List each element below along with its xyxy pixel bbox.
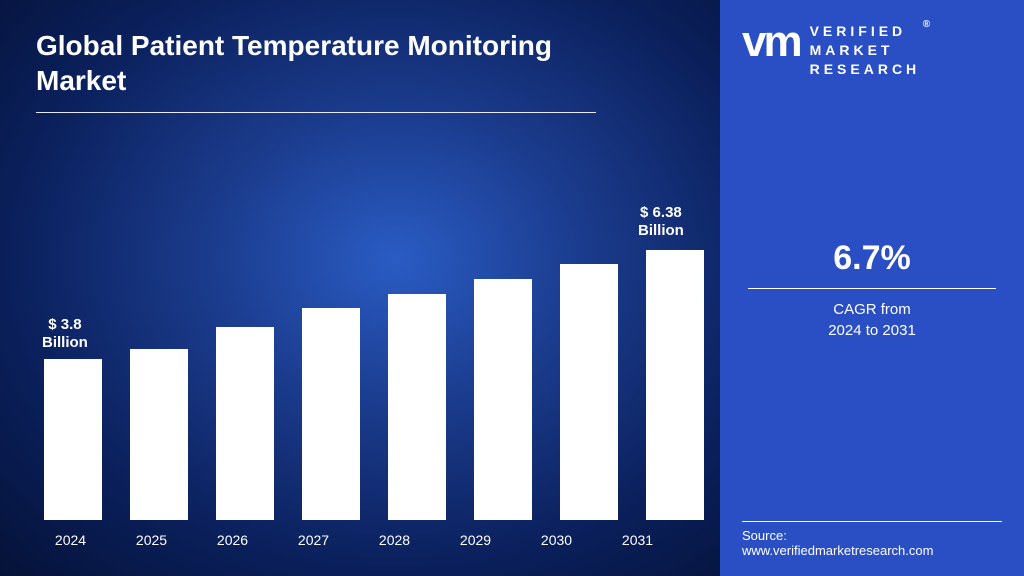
logo-mark: vm xyxy=(742,22,800,62)
bar xyxy=(560,264,618,520)
bar xyxy=(216,327,274,520)
bar xyxy=(388,294,446,520)
bar-value-label: $ 3.8Billion xyxy=(42,316,88,352)
bar-group xyxy=(130,349,188,520)
bar-group xyxy=(302,308,360,520)
x-axis-label: 2024 xyxy=(44,532,97,548)
brand-logo: vm VERIFIED MARKET RESEARCH ® xyxy=(742,22,1002,79)
logo-line1: VERIFIED xyxy=(810,23,907,39)
x-axis-labels: 2024 2025 2026 2027 2028 2029 2030 2031 xyxy=(36,532,664,548)
bar xyxy=(130,349,188,520)
chart-title: Global Patient Temperature Monitoring Ma… xyxy=(36,28,596,98)
cagr-block: 6.7% CAGR from 2024 to 2031 xyxy=(742,239,1002,341)
bar-group xyxy=(646,250,704,520)
logo-text: VERIFIED MARKET RESEARCH ® xyxy=(810,22,921,79)
bar-chart: 2024 2025 2026 2027 2028 2029 2030 2031 $ 3.8Bi… xyxy=(36,123,684,552)
logo-line2: MARKET xyxy=(810,42,894,58)
bar xyxy=(302,308,360,520)
bar xyxy=(646,250,704,520)
bar xyxy=(474,279,532,520)
source-underline xyxy=(742,521,1002,522)
x-axis-label: 2026 xyxy=(206,532,259,548)
x-axis-label: 2027 xyxy=(287,532,340,548)
x-axis-label: 2028 xyxy=(368,532,421,548)
cagr-caption: CAGR from 2024 to 2031 xyxy=(742,299,1002,341)
bars-container xyxy=(36,180,664,520)
cagr-caption-line2: 2024 to 2031 xyxy=(828,322,916,339)
left-panel: Global Patient Temperature Monitoring Ma… xyxy=(0,0,720,576)
bar-group xyxy=(44,359,102,520)
source-block: Source: www.verifiedmarketresearch.com xyxy=(742,521,1002,558)
cagr-caption-line1: CAGR from xyxy=(833,301,911,318)
bar-group xyxy=(216,327,274,520)
source-label: Source: xyxy=(742,528,1002,543)
cagr-underline xyxy=(748,288,996,289)
x-axis-label: 2031 xyxy=(611,532,664,548)
source-url: www.verifiedmarketresearch.com xyxy=(742,543,1002,558)
x-axis-label: 2029 xyxy=(449,532,502,548)
registered-icon: ® xyxy=(923,18,934,32)
bar-value-label: $ 6.38Billion xyxy=(638,204,684,240)
bar xyxy=(44,359,102,520)
title-underline xyxy=(36,112,596,113)
cagr-value: 6.7% xyxy=(742,239,1002,278)
x-axis-label: 2030 xyxy=(530,532,583,548)
right-panel: vm VERIFIED MARKET RESEARCH ® 6.7% CAGR … xyxy=(720,0,1024,576)
bar-group xyxy=(474,279,532,520)
bar-group xyxy=(560,264,618,520)
bar-group xyxy=(388,294,446,520)
logo-line3: RESEARCH xyxy=(810,61,921,77)
x-axis-label: 2025 xyxy=(125,532,178,548)
